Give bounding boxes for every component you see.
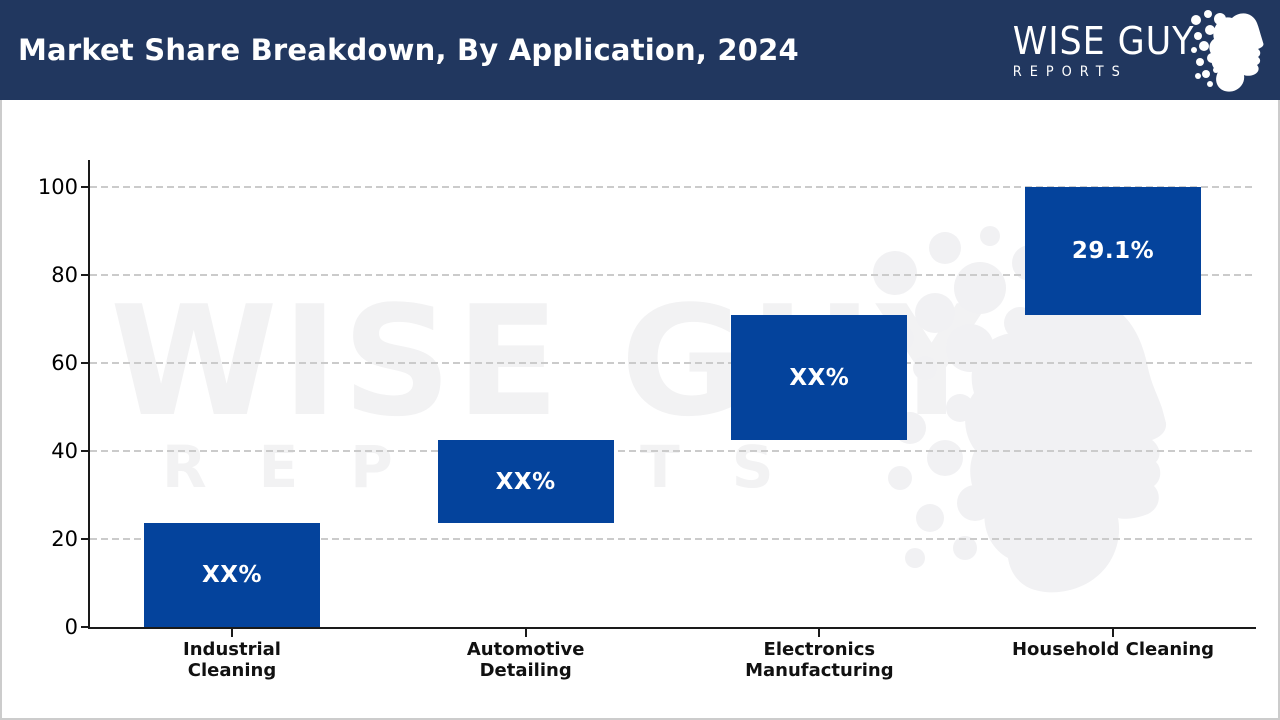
gridline-y80 — [90, 274, 1256, 276]
bar-value-label: XX% — [495, 468, 556, 495]
x-axis-label-line: Detailing — [479, 660, 572, 681]
bar-value-label: XX% — [201, 562, 262, 589]
x-tick-industrial-cleaning — [231, 629, 233, 637]
x-axis-label-electronics-manufacturing: Electronics Manufacturing — [699, 639, 939, 681]
bar-household-cleaning: 29.1% — [1025, 187, 1201, 316]
y-axis-label-20: 20 — [51, 527, 78, 551]
x-axis-spine — [88, 627, 1256, 629]
logo-text: WISE GUY REPORTS — [1012, 22, 1194, 79]
gridline-y100 — [90, 186, 1256, 188]
x-axis-label-industrial-cleaning: Industrial Cleaning — [112, 639, 352, 681]
x-tick-household-cleaning — [1112, 629, 1114, 637]
gridline-y60 — [90, 362, 1256, 364]
y-tick-60 — [81, 362, 88, 364]
watermark-face-icon — [873, 226, 1167, 593]
y-tick-0 — [81, 626, 88, 628]
waterfall-chart: XX% Industrial Cleaning XX% Automotive Detail… — [2, 100, 1278, 718]
y-axis-label-40: 40 — [51, 439, 78, 463]
report-header: Market Share Breakdown, By Application, … — [0, 0, 1280, 100]
logo-subtext: REPORTS — [1012, 63, 1128, 80]
bar-electronics-manufacturing: XX% — [731, 315, 908, 441]
bar-value-label: XX% — [789, 364, 850, 391]
bar-automotive-detailing: XX% — [437, 440, 614, 524]
y-tick-100 — [81, 186, 88, 188]
y-axis-label-0: 0 — [64, 615, 78, 639]
gridline-y20 — [90, 538, 1256, 540]
x-axis-label-line: Cleaning — [187, 660, 277, 681]
bar-value-label: 29.1% — [1071, 238, 1155, 265]
y-tick-80 — [81, 274, 88, 276]
logo-wordmark: WISE GUY — [1012, 18, 1194, 63]
x-axis-label-line: Household Cleaning — [1011, 639, 1215, 660]
y-axis-label-80: 80 — [51, 263, 78, 287]
x-tick-electronics-manufacturing — [818, 629, 821, 637]
x-axis-label-line: Industrial — [183, 639, 281, 660]
chart-area: WISE GUY REPORTS XX%IndustrialCleaningXX… — [0, 100, 1280, 720]
y-tick-40 — [81, 450, 88, 452]
x-axis-label-line: Electronics — [763, 639, 876, 660]
page-title: Market Share Breakdown, By Application, … — [18, 33, 799, 67]
logo-face-icon — [1191, 10, 1264, 92]
x-axis-label-automotive-detailing: Automotive Detailing — [406, 639, 646, 681]
y-axis-label-60: 60 — [51, 351, 78, 375]
wiseguy-logo: WISE GUY REPORTS — [997, 6, 1266, 94]
x-tick-automotive-detailing — [524, 629, 527, 637]
bar-industrial-cleaning: XX% — [144, 523, 320, 627]
y-axis-spine — [88, 160, 90, 629]
gridline-y40 — [90, 450, 1256, 452]
y-axis-label-100: 100 — [37, 175, 78, 199]
y-tick-20 — [81, 538, 88, 540]
x-axis-label-household-cleaning: Household Cleaning — [993, 639, 1233, 660]
x-axis-label-line: Automotive — [466, 639, 585, 660]
x-axis-label-line: Manufacturing — [745, 660, 894, 681]
